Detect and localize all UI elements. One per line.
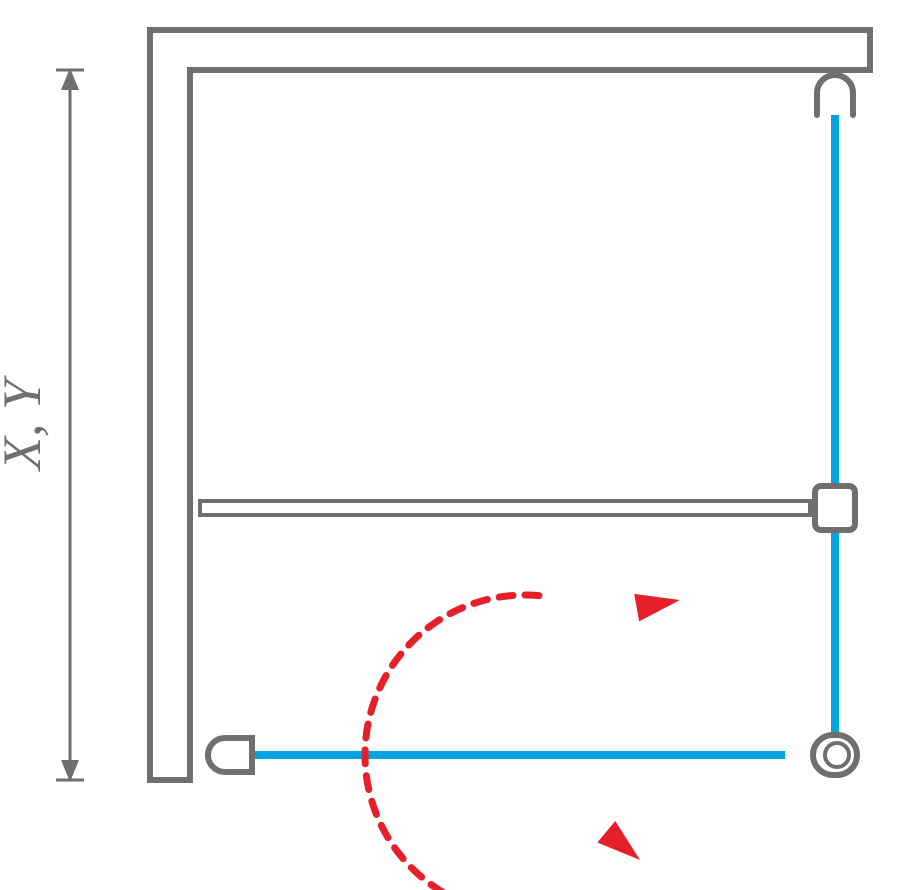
- dimension-label: X, Y: [0, 375, 52, 472]
- support-bar: [200, 501, 810, 515]
- swing-arrowhead: [597, 821, 649, 871]
- door-end-cap: [208, 738, 252, 772]
- wall-outline: [150, 30, 870, 780]
- swing-arrowhead: [634, 586, 682, 621]
- top-hinge: [817, 75, 853, 115]
- mid-bracket: [815, 486, 855, 530]
- shower-enclosure-diagram: X, Y: [0, 0, 920, 890]
- door-swing-arc: [365, 595, 539, 890]
